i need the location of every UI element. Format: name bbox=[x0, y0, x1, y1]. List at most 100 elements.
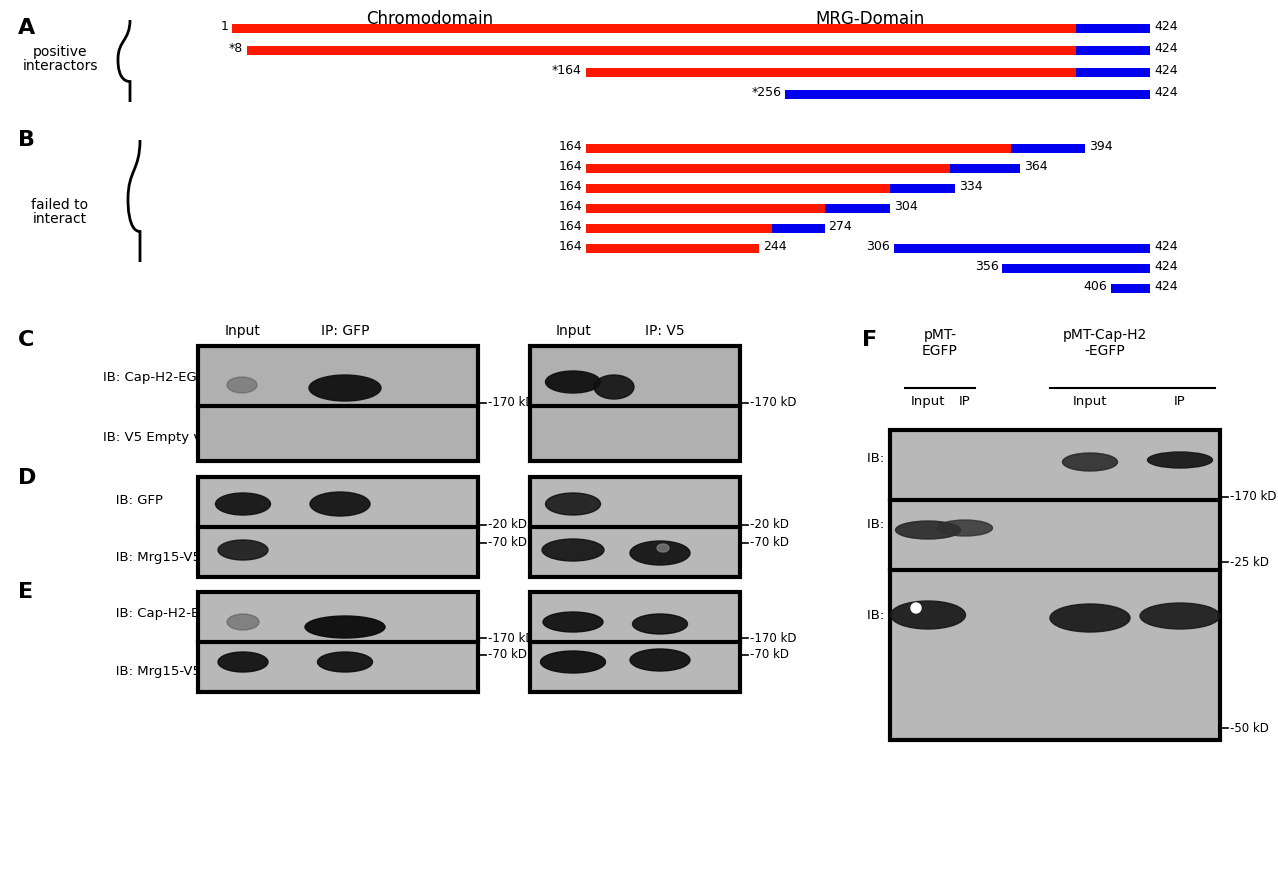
Ellipse shape bbox=[546, 371, 601, 393]
Text: 394: 394 bbox=[1089, 141, 1113, 154]
Bar bbox=[895, 244, 1150, 253]
Text: -170 kD: -170 kD bbox=[488, 397, 534, 410]
Text: MRG-Domain: MRG-Domain bbox=[815, 10, 924, 28]
Bar bbox=[1011, 143, 1085, 152]
Bar bbox=[530, 477, 740, 577]
Text: IP: V5: IP: V5 bbox=[645, 324, 685, 338]
Text: A: A bbox=[18, 18, 36, 38]
Text: 306: 306 bbox=[866, 240, 889, 253]
Ellipse shape bbox=[317, 652, 372, 672]
Ellipse shape bbox=[541, 651, 606, 673]
Text: Input: Input bbox=[225, 324, 261, 338]
Text: 424: 424 bbox=[1154, 281, 1177, 294]
Ellipse shape bbox=[1062, 453, 1117, 471]
Bar bbox=[772, 224, 824, 232]
Text: -70 kD: -70 kD bbox=[750, 649, 789, 662]
Text: -20 kD: -20 kD bbox=[750, 518, 789, 531]
Text: Input: Input bbox=[556, 324, 592, 338]
Ellipse shape bbox=[1140, 603, 1220, 629]
Text: IP: GFP: IP: GFP bbox=[321, 324, 369, 338]
Text: *8: *8 bbox=[229, 43, 243, 56]
Bar bbox=[1111, 283, 1150, 293]
Text: *164: *164 bbox=[552, 65, 581, 78]
Ellipse shape bbox=[896, 521, 961, 539]
Text: -170 kD: -170 kD bbox=[750, 632, 796, 644]
Text: IB: GFP: IB: GFP bbox=[866, 518, 914, 531]
Text: pMT-Cap-H2
-EGFP: pMT-Cap-H2 -EGFP bbox=[1063, 328, 1148, 358]
Ellipse shape bbox=[227, 377, 257, 393]
Text: IP: IP bbox=[1174, 395, 1186, 408]
Text: IB: Mrg15: IB: Mrg15 bbox=[866, 608, 930, 621]
Bar bbox=[585, 163, 951, 172]
Text: -20 kD: -20 kD bbox=[488, 518, 527, 531]
Text: E: E bbox=[18, 582, 33, 602]
Text: IB: Cap-H2-EGFP: IB: Cap-H2-EGFP bbox=[104, 607, 225, 620]
Text: -70 kD: -70 kD bbox=[750, 537, 789, 550]
Bar bbox=[530, 346, 740, 461]
Ellipse shape bbox=[219, 540, 268, 560]
Text: IB: GFP: IB: GFP bbox=[104, 494, 164, 507]
Bar bbox=[1002, 263, 1150, 273]
Text: F: F bbox=[861, 330, 877, 350]
Bar bbox=[585, 224, 772, 232]
Text: 424: 424 bbox=[1154, 20, 1177, 33]
Text: 356: 356 bbox=[975, 260, 998, 274]
Bar bbox=[1076, 24, 1150, 32]
Text: 164: 164 bbox=[558, 200, 581, 213]
Bar bbox=[198, 477, 478, 577]
Bar bbox=[951, 163, 1020, 172]
Bar bbox=[530, 592, 740, 692]
Ellipse shape bbox=[594, 375, 634, 399]
Ellipse shape bbox=[311, 492, 371, 516]
Text: D: D bbox=[18, 468, 36, 488]
Text: 164: 164 bbox=[558, 240, 581, 253]
Bar bbox=[889, 430, 1220, 740]
Ellipse shape bbox=[219, 652, 268, 672]
Text: IB: Mrg15-V5: IB: Mrg15-V5 bbox=[104, 551, 201, 565]
Bar bbox=[786, 89, 1150, 99]
Text: -170 kD: -170 kD bbox=[488, 632, 534, 644]
Text: 164: 164 bbox=[558, 141, 581, 154]
Text: 304: 304 bbox=[893, 200, 918, 213]
Text: -170 kD: -170 kD bbox=[1229, 490, 1277, 503]
Text: interactors: interactors bbox=[22, 59, 97, 73]
Ellipse shape bbox=[938, 520, 993, 536]
Bar bbox=[1076, 45, 1150, 54]
Text: 244: 244 bbox=[763, 240, 787, 253]
Ellipse shape bbox=[1051, 604, 1130, 632]
Text: 164: 164 bbox=[558, 220, 581, 233]
Text: IB: Mrg15-V5: IB: Mrg15-V5 bbox=[104, 664, 201, 677]
Text: -50 kD: -50 kD bbox=[1229, 722, 1269, 734]
Ellipse shape bbox=[1148, 452, 1213, 468]
Bar bbox=[585, 244, 759, 253]
Text: Input: Input bbox=[1072, 395, 1107, 408]
Ellipse shape bbox=[305, 616, 385, 638]
Bar bbox=[198, 592, 478, 692]
Text: 334: 334 bbox=[958, 181, 983, 193]
Text: IB: Cap-H2-EGFP: IB: Cap-H2-EGFP bbox=[104, 371, 212, 385]
Text: *256: *256 bbox=[751, 87, 781, 100]
Text: IB: V5 Empty vector: IB: V5 Empty vector bbox=[104, 432, 235, 445]
Text: -170 kD: -170 kD bbox=[750, 397, 796, 410]
Ellipse shape bbox=[630, 649, 690, 671]
Bar bbox=[585, 143, 1011, 152]
Ellipse shape bbox=[630, 541, 690, 565]
Ellipse shape bbox=[633, 614, 688, 634]
Ellipse shape bbox=[891, 601, 965, 629]
Text: 406: 406 bbox=[1084, 281, 1107, 294]
Bar bbox=[198, 346, 478, 461]
Bar bbox=[824, 204, 889, 212]
Text: Input: Input bbox=[911, 395, 946, 408]
Text: 364: 364 bbox=[1024, 161, 1048, 174]
Bar bbox=[585, 204, 824, 212]
Text: -25 kD: -25 kD bbox=[1229, 556, 1269, 568]
Text: pMT-
EGFP: pMT- EGFP bbox=[921, 328, 958, 358]
Ellipse shape bbox=[657, 544, 668, 552]
Text: 424: 424 bbox=[1154, 260, 1177, 274]
Ellipse shape bbox=[542, 539, 604, 561]
Text: C: C bbox=[18, 330, 35, 350]
Text: -70 kD: -70 kD bbox=[488, 649, 527, 662]
Text: 424: 424 bbox=[1154, 43, 1177, 56]
Text: B: B bbox=[18, 130, 35, 150]
Text: 1: 1 bbox=[220, 20, 229, 33]
